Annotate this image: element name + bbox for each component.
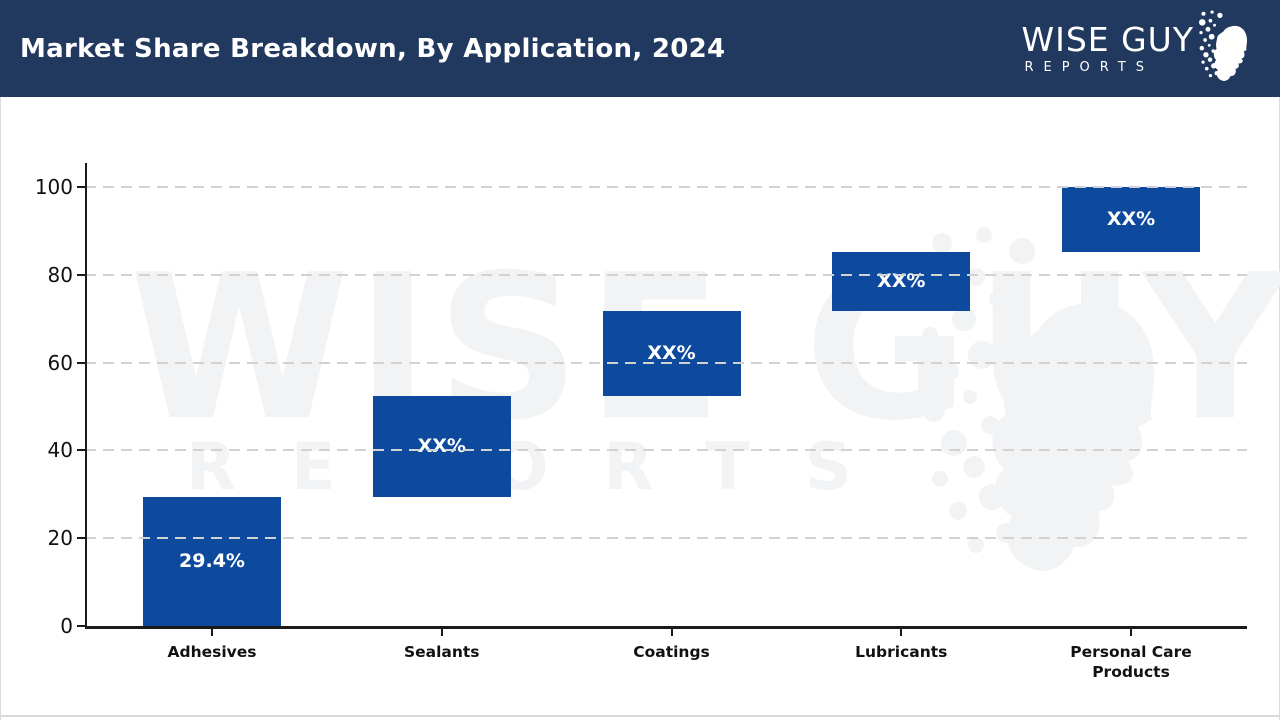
bar-value-label-personal-care-products: XX% — [1106, 208, 1156, 231]
y-tick-60 — [77, 361, 85, 364]
y-tick-label-20: 20 — [47, 526, 73, 551]
gridline-y-80 — [85, 273, 1247, 276]
y-tick-20 — [77, 537, 85, 540]
gridline-y-60 — [85, 361, 1247, 364]
bar-value-label-adhesives: 29.4% — [179, 550, 245, 573]
x-category-label-lubricants: Lubricants — [855, 643, 948, 661]
brand-logo-text: WISE GUY REPORTS — [1021, 23, 1194, 75]
brand-logo: WISE GUY REPORTS — [1021, 8, 1270, 90]
gridline-y-20 — [85, 537, 1247, 540]
watermark-text-secondary: REPORTS — [186, 430, 907, 505]
brand-subname: REPORTS — [1024, 59, 1155, 75]
bar-personal-care-products — [1062, 187, 1200, 252]
y-tick-label-60: 60 — [47, 350, 73, 375]
gridline-y-40 — [85, 449, 1247, 452]
x-tick-lubricants — [900, 628, 903, 636]
x-category-label-coatings: Coatings — [633, 643, 710, 661]
bar-adhesives — [143, 496, 281, 626]
x-axis-line — [85, 626, 1247, 629]
y-tick-100 — [77, 186, 85, 188]
bar-lubricants — [832, 251, 971, 311]
x-category-label-adhesives: Adhesives — [167, 643, 257, 661]
bar-value-label-lubricants: XX% — [877, 270, 926, 293]
bar-coatings — [602, 310, 741, 396]
y-tick-label-80: 80 — [47, 262, 73, 287]
x-tick-personal-care-products — [1130, 628, 1132, 636]
x-category-label-sealants: Sealants — [403, 643, 480, 661]
bar-value-label-coatings: XX% — [647, 342, 696, 365]
dotted-head-logo-icon — [1198, 9, 1248, 81]
brand-name: WISE GUY — [1021, 19, 1194, 59]
gridline-y-100 — [85, 186, 1247, 188]
x-tick-adhesives — [211, 628, 213, 636]
x-category-label-personal-care-products: Personal Care Products — [1070, 643, 1192, 682]
chart-area: WISE GUY REPORTS 02040608010029.4%Adhesi… — [0, 97, 1280, 720]
bottom-border — [1, 715, 1280, 717]
y-tick-80 — [77, 273, 85, 276]
bar-sealants — [372, 395, 511, 497]
header-bar: Market Share Breakdown, By Application, … — [0, 0, 1280, 97]
watermark-dotted-head-icon — [920, 227, 1155, 571]
y-axis-line — [85, 163, 87, 629]
y-tick-label-40: 40 — [47, 438, 73, 463]
y-tick-label-100: 100 — [34, 175, 73, 199]
x-tick-sealants — [440, 628, 443, 636]
y-tick-label-0: 0 — [60, 614, 73, 638]
bar-value-label-sealants: XX% — [417, 435, 466, 458]
y-tick-40 — [77, 449, 85, 452]
y-tick-0 — [77, 625, 85, 627]
page-title: Market Share Breakdown, By Application, … — [20, 33, 726, 64]
x-tick-coatings — [670, 628, 673, 636]
